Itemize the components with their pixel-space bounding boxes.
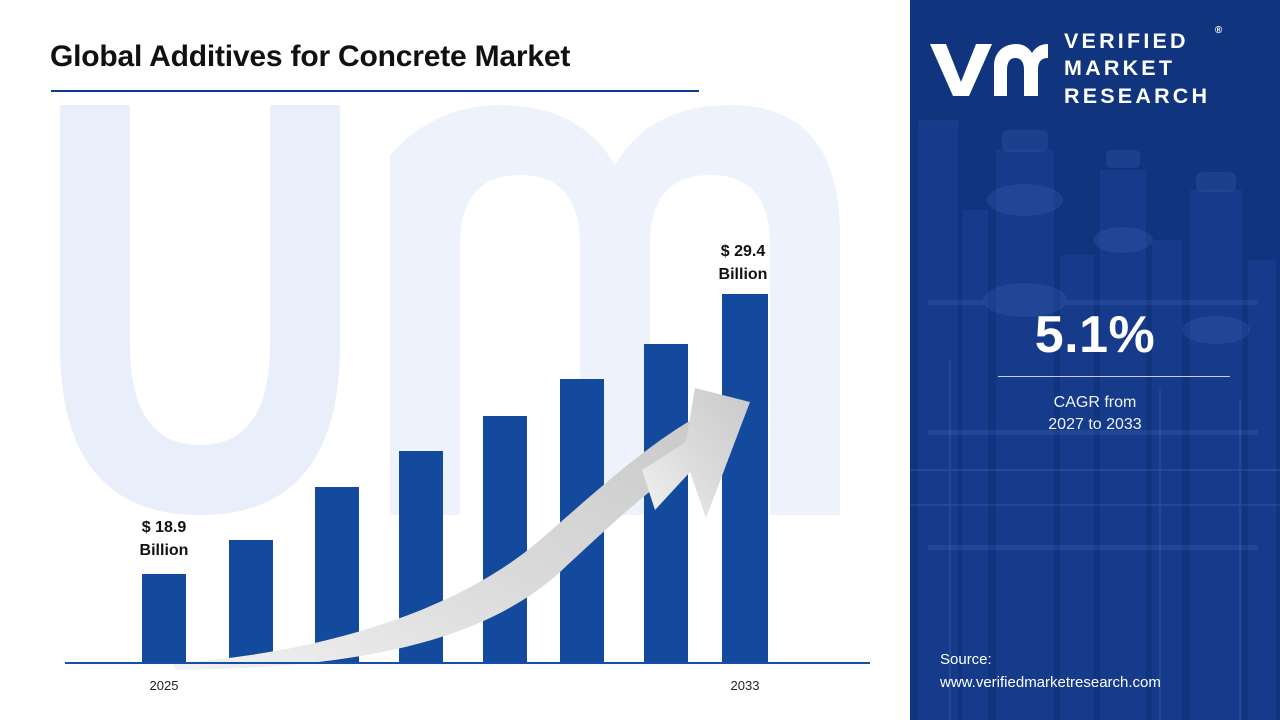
bar-2025 — [142, 574, 186, 662]
source-url: www.verifiedmarketresearch.com — [940, 673, 1161, 691]
bar-2033 — [722, 294, 768, 662]
chart-panel: Global Additives for Concrete Market — [50, 40, 870, 693]
cagr-caption-line2: 2027 to 2033 — [1048, 415, 1142, 433]
x-tick-2033: 2033 — [730, 678, 760, 693]
bar-2026 — [229, 540, 273, 662]
cagr-caption: CAGR from 2027 to 2033 — [910, 392, 1280, 435]
vmr-logo-icon — [930, 44, 1048, 96]
brand-line-verified: VERIFIED — [1064, 28, 1189, 53]
x-tick-2025: 2025 — [149, 678, 179, 693]
bar-chart: 2025 2033 $ 18.9 Billion $ 29.4 Billion — [65, 240, 870, 693]
title-divider — [51, 90, 699, 92]
value-label-last-line1: $ 29.4 — [720, 243, 766, 260]
value-label-last: $ 29.4 Billion — [673, 240, 813, 286]
summary-panel: VERIFIED MARKET RESEARCH ® 5.1% CAGR fro… — [910, 0, 1280, 720]
bar-2029 — [483, 416, 527, 662]
value-label-first: $ 18.9 Billion — [94, 516, 234, 562]
value-label-last-line2: Billion — [718, 266, 768, 284]
industrial-background-image — [910, 0, 1280, 720]
brand-wordmark: VERIFIED MARKET RESEARCH ® — [1064, 25, 1222, 111]
bar-2027 — [315, 487, 359, 662]
cagr-caption-line1: CAGR from — [1053, 394, 1137, 411]
cagr-value: 5.1% — [1034, 306, 1156, 364]
registered-trademark-icon: ® — [1214, 24, 1223, 36]
value-label-first-line1: $ 18.9 — [141, 519, 187, 536]
source-block: Source: www.verifiedmarketresearch.com — [940, 649, 1161, 694]
bar-2031 — [644, 344, 688, 662]
cagr-divider — [998, 376, 1230, 377]
page-title: Global Additives for Concrete Market — [50, 40, 571, 73]
value-label-first-line2: Billion — [139, 542, 189, 560]
source-label: Source: — [940, 651, 992, 668]
brand-line-research: RESEARCH — [1064, 83, 1211, 108]
trend-arrow-icon — [172, 388, 750, 670]
brand-logo: VERIFIED MARKET RESEARCH ® — [928, 25, 1268, 112]
brand-line-market: MARKET — [1064, 56, 1176, 81]
x-axis-line — [65, 662, 870, 664]
